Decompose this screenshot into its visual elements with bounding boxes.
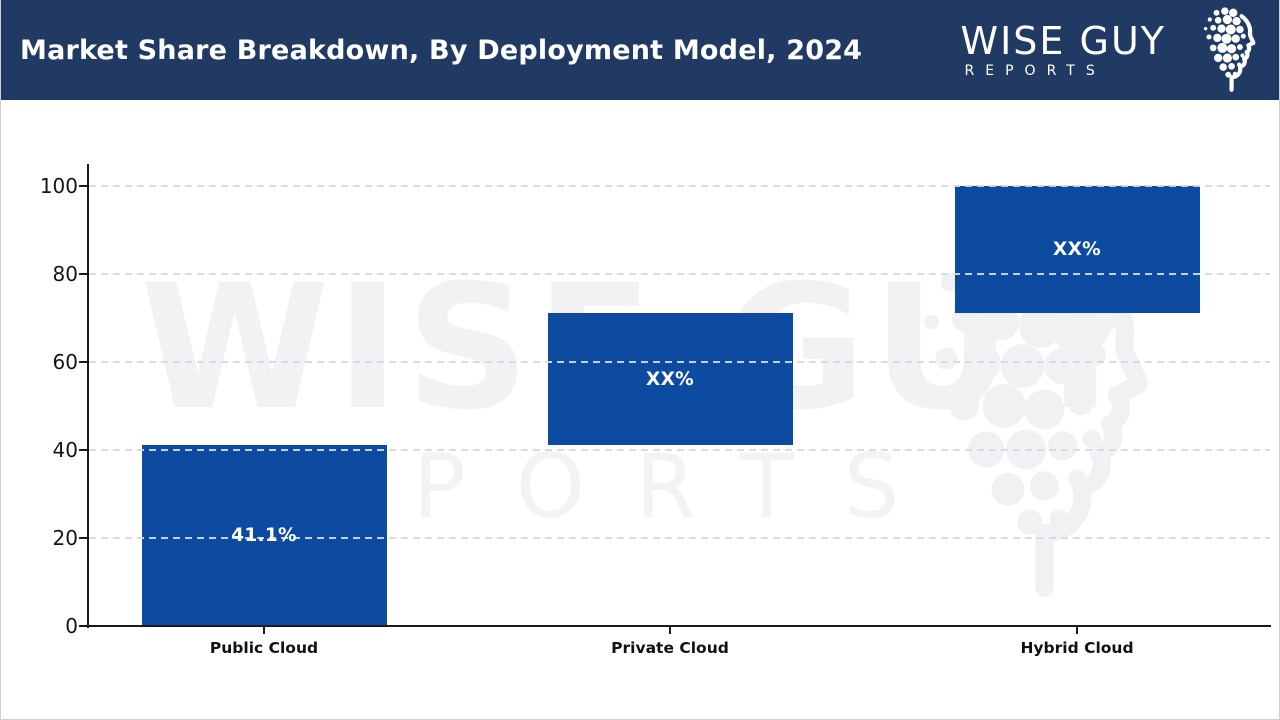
y-tick-mark — [79, 537, 87, 539]
y-tick-label: 100 — [39, 174, 78, 198]
gridline — [89, 449, 1270, 451]
page-title: Market Share Breakdown, By Deployment Mo… — [20, 34, 863, 66]
x-axis-category-label: Private Cloud — [611, 639, 729, 657]
brand-logo: WISE GUY REPORTS — [961, 6, 1260, 94]
y-tick-label: 20 — [52, 526, 78, 550]
y-tick-mark — [79, 449, 87, 451]
bar-segment — [141, 445, 387, 626]
y-tick-mark — [79, 625, 87, 627]
bar-value-label: XX% — [1053, 239, 1101, 261]
y-axis-spine — [87, 164, 89, 628]
y-tick-label: 40 — [52, 438, 78, 462]
y-tick-mark — [79, 273, 87, 275]
x-tick-mark — [1076, 627, 1078, 634]
y-tick-label: 80 — [52, 262, 78, 286]
bar-value-label: 41.1% — [231, 525, 297, 547]
y-tick-label: 0 — [65, 614, 78, 638]
header: Market Share Breakdown, By Deployment Mo… — [0, 0, 1280, 100]
bar-segment — [954, 186, 1200, 314]
brand-wordmark: WISE GUY REPORTS — [961, 21, 1166, 79]
x-axis-category-label: Hybrid Cloud — [1020, 639, 1134, 657]
y-tick-mark — [79, 185, 87, 187]
logo-head-icon — [1168, 6, 1260, 94]
x-tick-mark — [263, 627, 265, 634]
y-tick-mark — [79, 361, 87, 363]
bar-value-label: XX% — [646, 368, 694, 390]
gridline — [89, 361, 1270, 363]
brand-name: WISE GUY — [960, 19, 1166, 63]
gridline — [89, 273, 1270, 275]
gridline — [89, 537, 1270, 539]
x-axis-category-label: Public Cloud — [209, 639, 319, 657]
gridline — [89, 185, 1270, 187]
y-tick-label: 60 — [52, 350, 78, 374]
bar-segment — [547, 313, 793, 446]
x-tick-mark — [669, 627, 671, 634]
x-axis-spine — [87, 625, 1271, 627]
brand-subname: REPORTS — [964, 63, 1106, 79]
